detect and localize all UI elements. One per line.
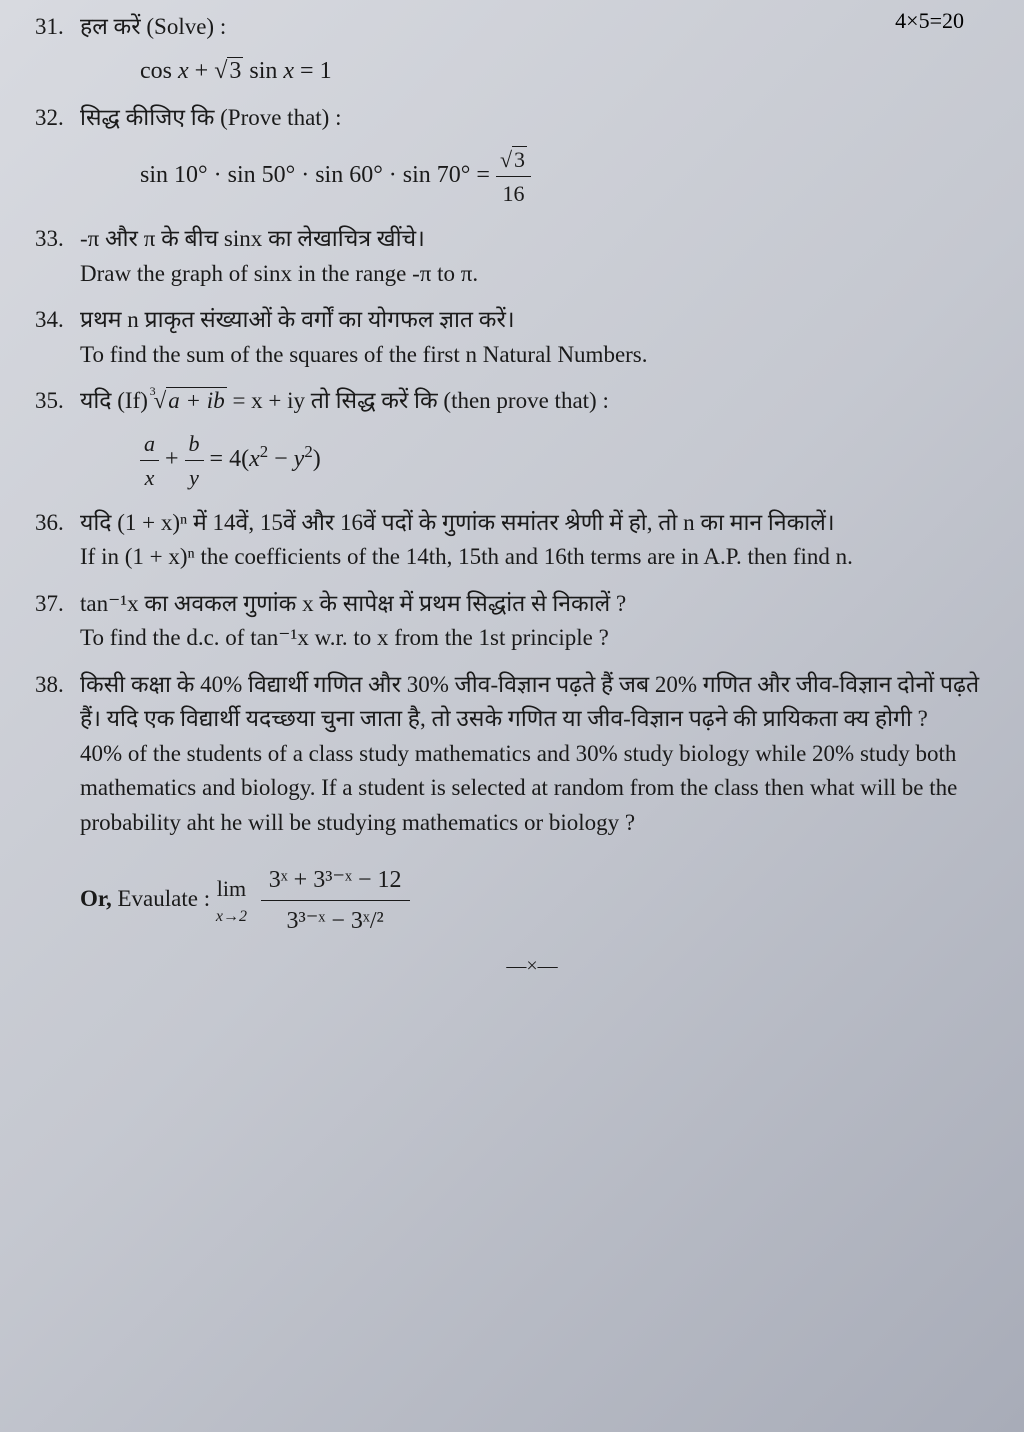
- formula-text: sin 10° · sin 50° · sin 60° · sin 70° =: [140, 162, 496, 188]
- limit-notation: lim x→2: [216, 872, 247, 929]
- question-text-hindi: हल करें (Solve) :: [80, 10, 984, 45]
- sqrt-content: 3: [512, 146, 527, 172]
- question-text: यदि (If) 3√a + ib = x + iy तो सिद्ध करें…: [80, 384, 984, 419]
- fraction: b y: [185, 427, 204, 494]
- question-text-hindi: प्रथम n प्राकृत संख्याओं के वर्गों का यो…: [80, 303, 984, 338]
- numerator: a: [140, 427, 159, 461]
- question-37: 37. tan⁻¹x का अवकल गुणांक x के सापेक्ष म…: [80, 587, 984, 656]
- question-34: 34. प्रथम n प्राकृत संख्याओं के वर्गों क…: [80, 303, 984, 372]
- formula: cos x + √3 sin x = 1: [140, 53, 984, 89]
- limit-approach: x→2: [216, 905, 247, 929]
- denominator: y: [185, 461, 204, 494]
- evaluate-label: Evaulate :: [118, 886, 216, 911]
- root-content: a + ib: [166, 387, 226, 413]
- question-36: 36. यदि (1 + x)ⁿ में 14वें, 15वें और 16व…: [80, 506, 984, 575]
- fraction: a x: [140, 427, 159, 494]
- question-number: 38.: [35, 668, 64, 703]
- or-label: Or,: [80, 886, 118, 911]
- question-number: 34.: [35, 303, 64, 338]
- variable: x: [283, 58, 294, 84]
- big-fraction: 3ˣ + 3³⁻ˣ − 12 3³⁻ˣ − 3ˣ/²: [261, 860, 410, 941]
- question-33: 33. -π और π के बीच sinx का लेखाचित्र खीं…: [80, 222, 984, 291]
- superscript: 2: [260, 442, 268, 461]
- or-alternative: Or, Evaulate : lim x→2 3ˣ + 3³⁻ˣ − 12 3³…: [80, 860, 984, 941]
- lim-text: lim: [216, 872, 247, 905]
- question-text-english: 40% of the students of a class study mat…: [80, 737, 984, 841]
- question-31: 31. हल करें (Solve) : cos x + √3 sin x =…: [80, 10, 984, 89]
- sqrt-content: 3: [227, 57, 243, 84]
- question-text-english: To find the sum of the squares of the fi…: [80, 338, 984, 373]
- text-part: यदि (If): [80, 388, 154, 413]
- root-index: 3: [150, 382, 156, 400]
- radical-sign: √: [214, 58, 227, 84]
- close-paren: ): [313, 446, 321, 472]
- denominator: 16: [496, 177, 531, 210]
- formula-part: cos: [140, 58, 178, 84]
- denominator: x: [140, 461, 159, 494]
- superscript: 2: [304, 442, 312, 461]
- question-35: 35. यदि (If) 3√a + ib = x + iy तो सिद्ध …: [80, 384, 984, 494]
- numerator: √3: [496, 143, 531, 177]
- end-marker: —×—: [80, 951, 984, 981]
- question-text-english: Draw the graph of sinx in the range -π t…: [80, 257, 984, 292]
- question-text-hindi: -π और π के बीच sinx का लेखाचित्र खींचे।: [80, 222, 984, 257]
- question-text-hindi: यदि (1 + x)ⁿ में 14वें, 15वें और 16वें प…: [80, 506, 984, 541]
- question-number: 36.: [35, 506, 64, 541]
- formula: sin 10° · sin 50° · sin 60° · sin 70° = …: [140, 143, 984, 210]
- cube-root: 3√a + ib: [154, 384, 227, 419]
- variable: x: [249, 446, 260, 472]
- exam-page: 31. हल करें (Solve) : cos x + √3 sin x =…: [0, 0, 1024, 1011]
- fraction: √3 16: [496, 143, 531, 210]
- variable: x: [178, 58, 189, 84]
- formula-part: = 1: [294, 58, 332, 84]
- question-number: 37.: [35, 587, 64, 622]
- formula-part: sin: [243, 58, 283, 84]
- question-text-hindi: tan⁻¹x का अवकल गुणांक x के सापेक्ष में प…: [80, 587, 984, 622]
- question-text-english: If in (1 + x)ⁿ the coefficients of the 1…: [80, 540, 984, 575]
- question-text-english: To find the d.c. of tan⁻¹x w.r. to x fro…: [80, 621, 984, 656]
- question-text-hindi: किसी कक्षा के 40% विद्यार्थी गणित और 30%…: [80, 668, 984, 737]
- minus: −: [268, 446, 294, 472]
- denominator: 3³⁻ˣ − 3ˣ/²: [261, 901, 410, 941]
- radical-sign: √: [500, 147, 512, 172]
- question-text-hindi: सिद्ध कीजिए कि (Prove that) :: [80, 101, 984, 136]
- numerator: b: [185, 427, 204, 461]
- numerator: 3ˣ + 3³⁻ˣ − 12: [261, 860, 410, 901]
- formula-part: +: [189, 58, 215, 84]
- text-part: = x + iy तो सिद्ध करें कि (then prove th…: [227, 388, 609, 413]
- question-number: 33.: [35, 222, 64, 257]
- question-38: 38. किसी कक्षा के 40% विद्यार्थी गणित और…: [80, 668, 984, 841]
- variable: y: [294, 446, 305, 472]
- question-number: 31.: [35, 10, 64, 45]
- question-32: 32. सिद्ध कीजिए कि (Prove that) : sin 10…: [80, 101, 984, 211]
- plus: +: [159, 446, 185, 472]
- formula: a x + b y = 4(x2 − y2): [140, 427, 984, 494]
- equals: = 4(: [204, 446, 250, 472]
- question-number: 32.: [35, 101, 64, 136]
- question-number: 35.: [35, 384, 64, 419]
